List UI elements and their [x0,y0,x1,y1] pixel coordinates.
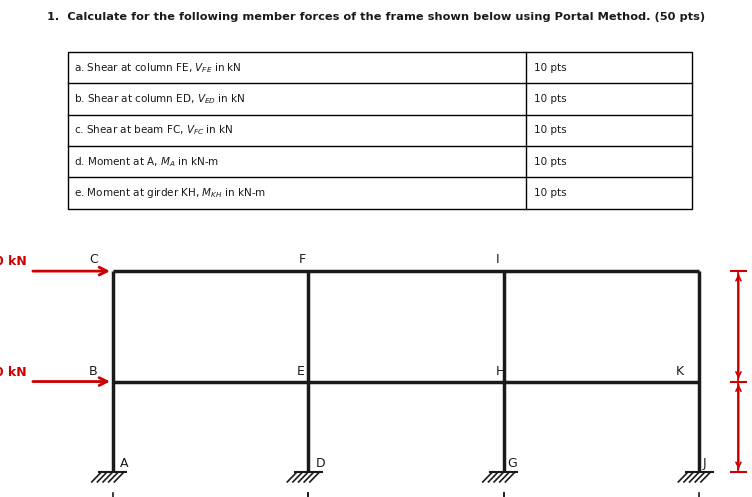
Text: 14.00 kN: 14.00 kN [0,255,26,268]
Text: a. Shear at column FE, $V_{FE}$ in kN: a. Shear at column FE, $V_{FE}$ in kN [74,61,241,75]
Text: 16.00 kN: 16.00 kN [0,365,26,379]
Text: B: B [89,364,98,378]
Text: 10 pts: 10 pts [534,63,566,73]
Text: D: D [316,457,326,470]
Text: 10 pts: 10 pts [534,188,566,198]
Text: F: F [299,253,306,266]
Text: b. Shear at column ED, $V_{ED}$ in kN: b. Shear at column ED, $V_{ED}$ in kN [74,92,245,106]
Text: d. Moment at A, $M_{A}$ in kN-m: d. Moment at A, $M_{A}$ in kN-m [74,155,219,168]
Text: J: J [703,457,707,470]
Text: e. Moment at girder KH, $M_{KH}$ in kN-m: e. Moment at girder KH, $M_{KH}$ in kN-m [74,186,265,200]
Text: I: I [496,253,499,266]
Text: C: C [89,253,98,266]
Text: c. Shear at beam FC, $V_{FC}$ in kN: c. Shear at beam FC, $V_{FC}$ in kN [74,124,233,137]
Text: 1.  Calculate for the following member forces of the frame shown below using Por: 1. Calculate for the following member fo… [47,12,705,22]
Text: H: H [496,364,505,378]
Text: E: E [297,364,305,378]
Text: 10 pts: 10 pts [534,125,566,136]
Text: 10 pts: 10 pts [534,157,566,167]
Text: K: K [676,364,684,378]
Text: A: A [120,457,129,470]
Text: G: G [508,457,517,470]
Text: 10 pts: 10 pts [534,94,566,104]
